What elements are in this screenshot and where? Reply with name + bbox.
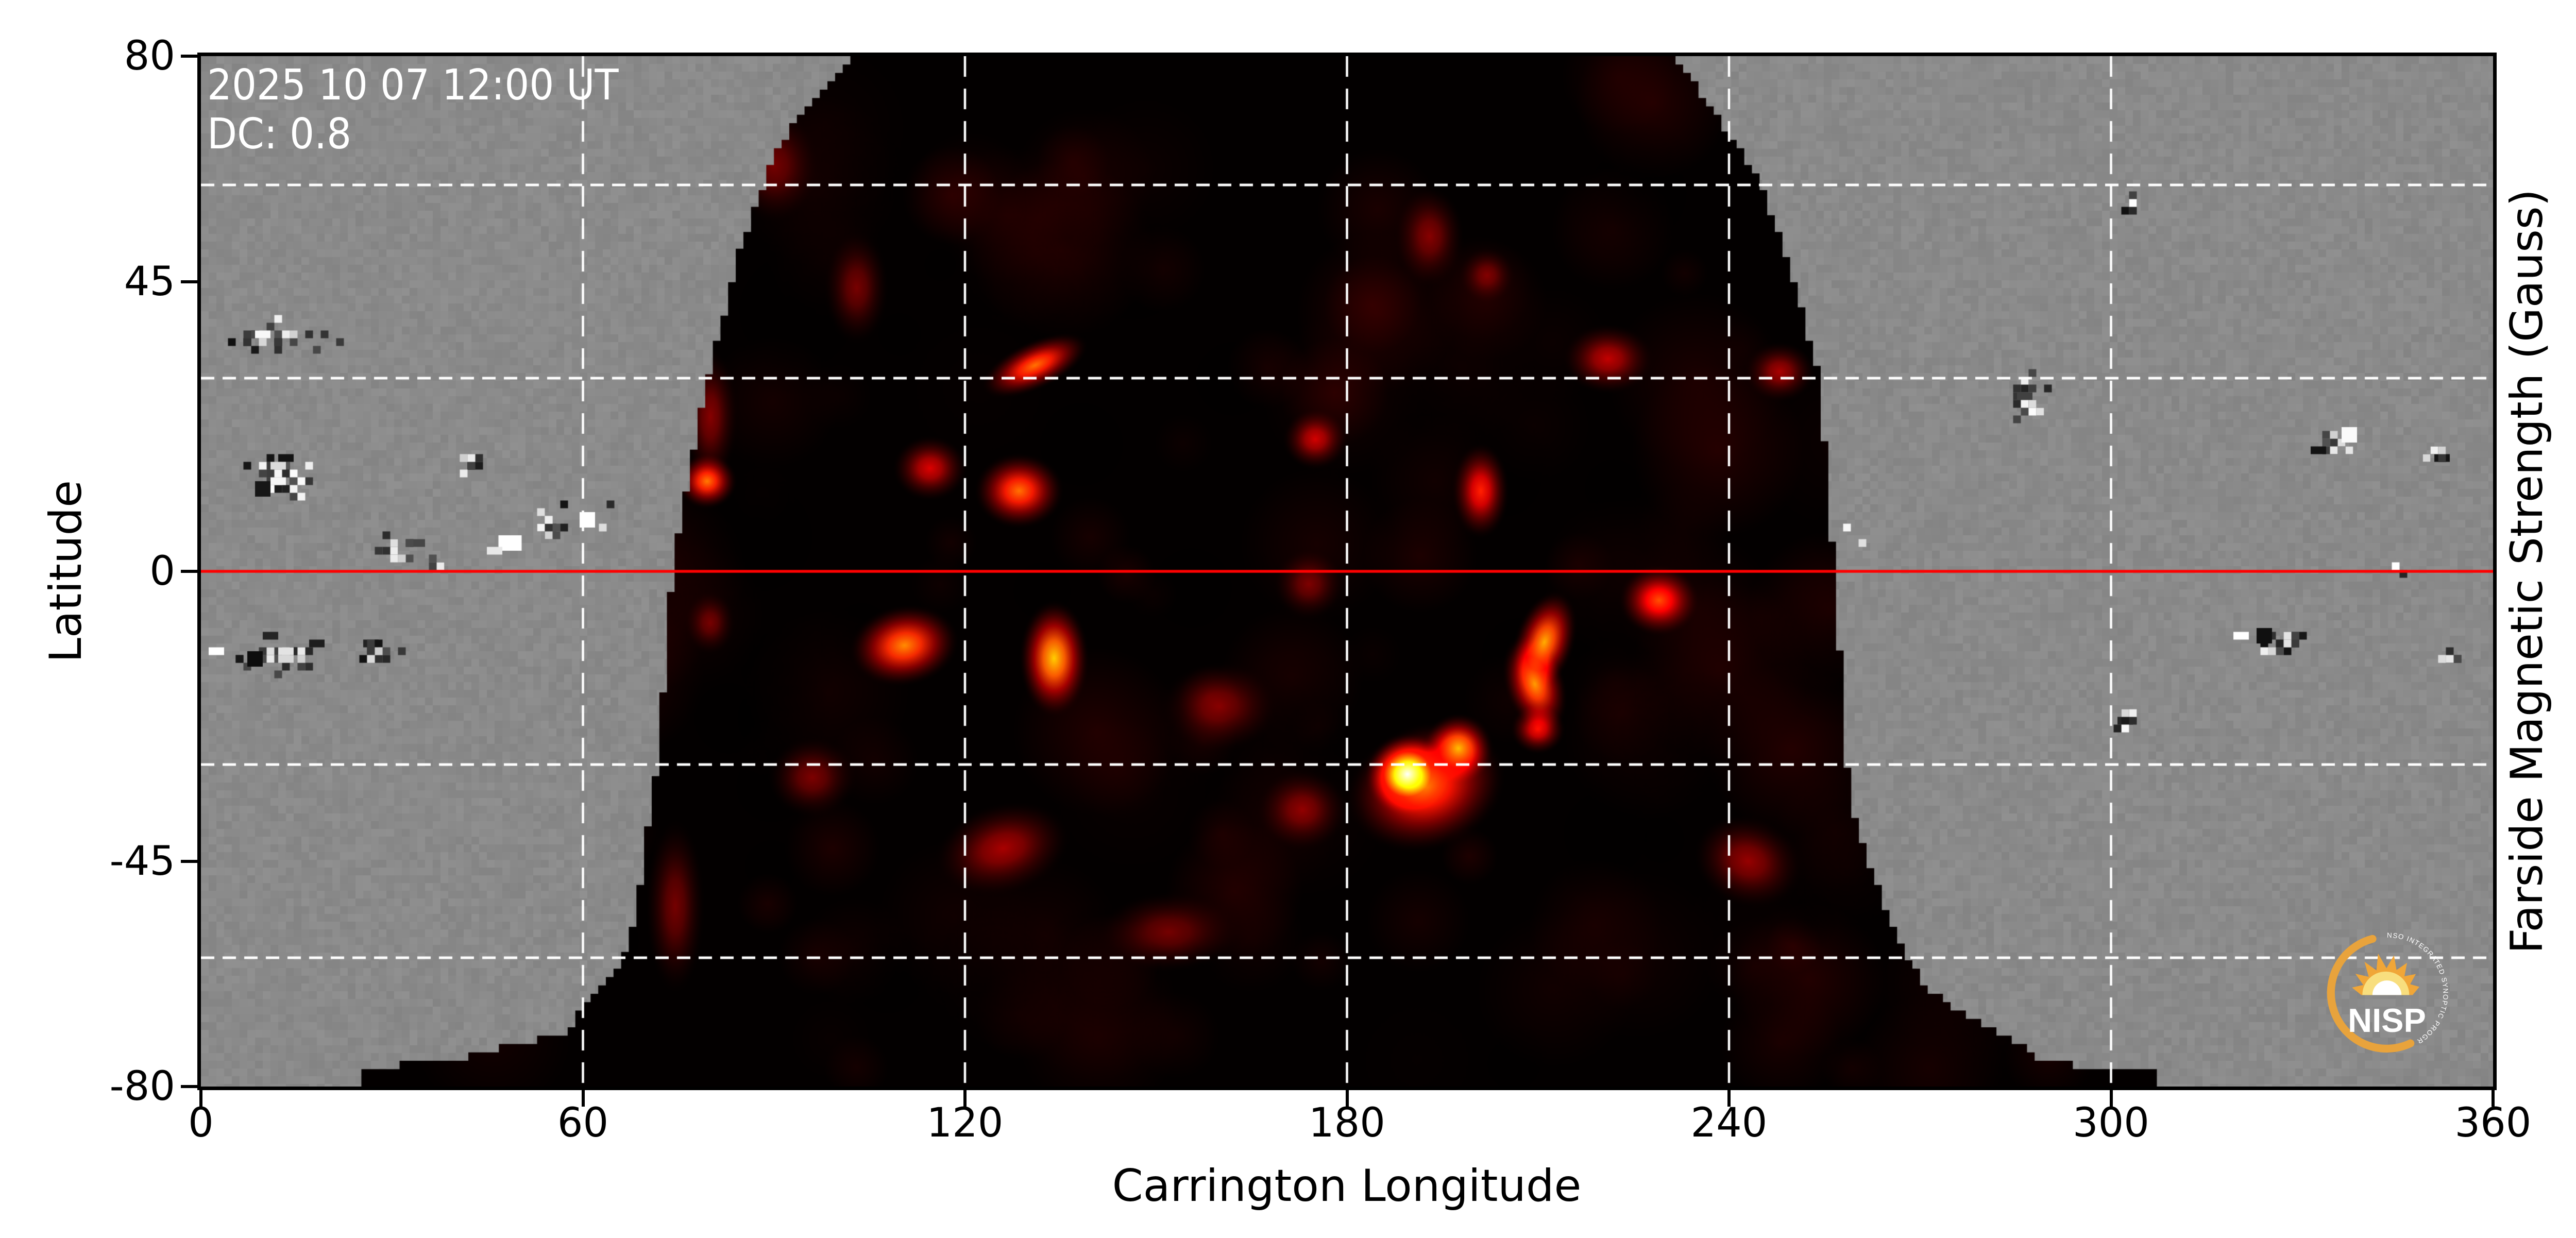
- x-tick-label: 300: [2073, 1100, 2149, 1146]
- x-tick-label: 0: [188, 1100, 214, 1146]
- x-tick: [1345, 1090, 1349, 1107]
- x-tick-label: 240: [1690, 1100, 1768, 1146]
- x-tick-label: 120: [926, 1100, 1004, 1146]
- y-tick: [181, 55, 197, 58]
- y-tick: [181, 570, 197, 573]
- y-axis-label: Latitude: [40, 480, 92, 663]
- y-tick-label: -80: [109, 1063, 175, 1110]
- colorbar-title-farside: Farside Magnetic Strength (Gauss): [2501, 189, 2553, 954]
- x-tick-label: 180: [1309, 1100, 1385, 1146]
- x-tick: [581, 1090, 585, 1107]
- annotation-datetime: 2025 10 07 12:00 UT: [207, 61, 619, 110]
- y-tick: [181, 1085, 197, 1088]
- x-axis-label: Carrington Longitude: [1112, 1160, 1582, 1212]
- nisp-logo: NISP NSO INTEGRATED SYNOPTIC PROGRAM: [2320, 926, 2449, 1053]
- logo-sun-core-icon: [2372, 980, 2402, 995]
- magnetogram-map-canvas: [201, 56, 2493, 1087]
- annotation-duty-cycle: DC: 0.8: [207, 110, 352, 159]
- y-tick-label: 80: [124, 33, 175, 79]
- x-tick: [963, 1090, 967, 1107]
- y-tick-label: 45: [124, 258, 175, 305]
- x-tick: [2492, 1090, 2495, 1107]
- y-tick-label: 0: [149, 548, 175, 595]
- x-tick: [1727, 1090, 1731, 1107]
- map-annotation: 2025 10 07 12:00 UT DC: 0.8: [207, 61, 619, 159]
- x-tick-label: 60: [557, 1100, 609, 1146]
- x-tick-label: 360: [2454, 1100, 2532, 1146]
- y-tick: [181, 859, 197, 863]
- y-tick: [181, 280, 197, 283]
- x-tick: [2109, 1090, 2113, 1107]
- logo-ring-icon: [2327, 935, 2415, 1053]
- x-tick: [199, 1090, 202, 1107]
- logo-wordmark: NISP: [2348, 1002, 2426, 1039]
- y-tick-label: -45: [109, 838, 175, 885]
